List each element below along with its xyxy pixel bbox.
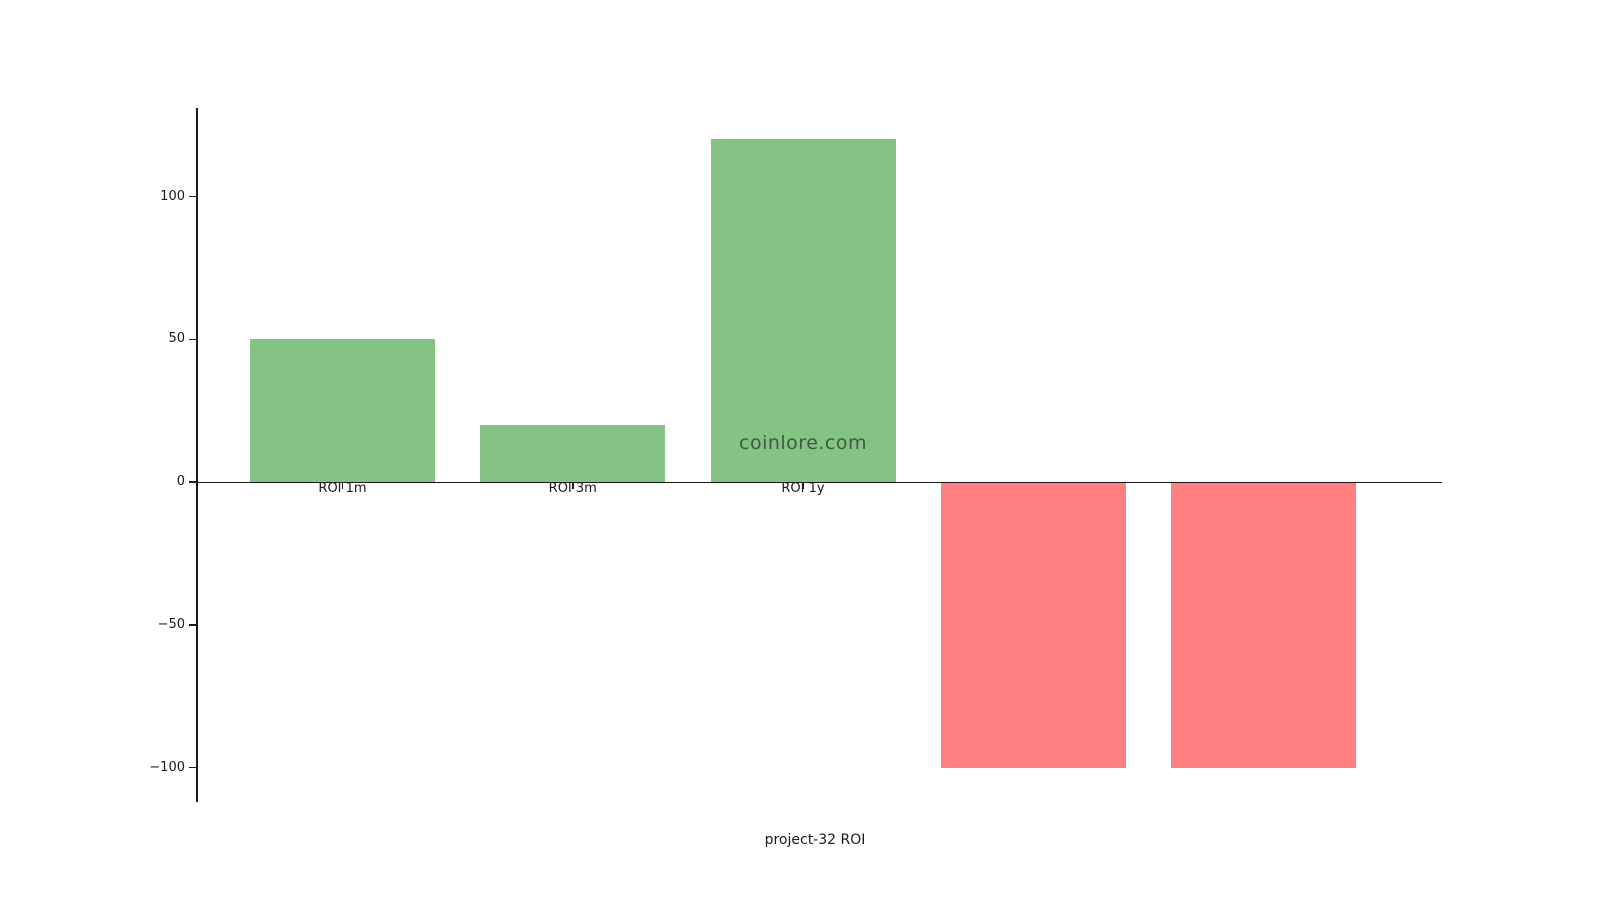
y-tick: [189, 338, 196, 341]
bar-3-roi-1y: [710, 139, 896, 483]
y-tick-label: −50: [157, 616, 185, 632]
x-tick: [572, 482, 574, 490]
y-tick-label: 0: [176, 474, 185, 490]
bar-5: [1171, 482, 1356, 769]
x-tick-label: ROI 1m: [318, 480, 367, 496]
chart-title: project-32 ROI: [764, 832, 866, 848]
bar-2-roi-3m: [480, 425, 666, 483]
x-tick-label: ROI 3m: [548, 480, 597, 496]
x-tick: [341, 482, 344, 490]
x-tick: [802, 482, 804, 490]
y-tick: [189, 624, 196, 626]
y-tick-label: 50: [168, 331, 185, 347]
y-tick-label: 100: [160, 188, 185, 204]
watermark-text: coinlore.com: [739, 432, 867, 454]
y-tick: [189, 481, 196, 483]
y-axis-line: [196, 108, 198, 802]
y-tick: [189, 766, 196, 769]
bar-4: [940, 482, 1126, 769]
y-tick: [189, 195, 196, 198]
bar-1-roi-1m: [250, 339, 435, 483]
y-tick-label: −100: [149, 759, 185, 775]
x-axis-line: [196, 481, 1442, 483]
x-tick-label: ROI 1y: [781, 480, 825, 496]
